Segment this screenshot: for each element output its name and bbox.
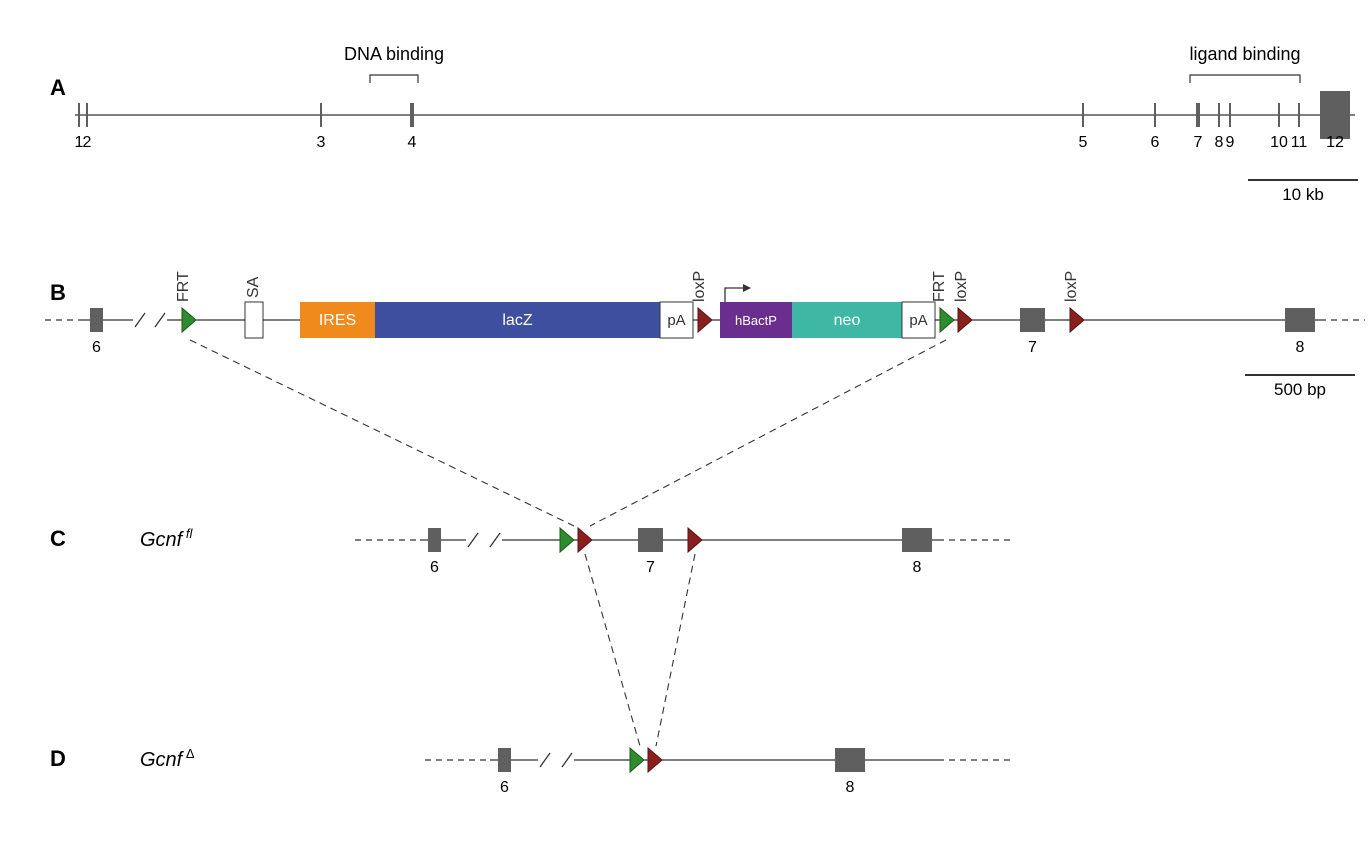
- svg-text:FRT: FRT: [175, 271, 192, 302]
- svg-text:12: 12: [1326, 134, 1344, 151]
- svg-text:pA: pA: [667, 312, 685, 329]
- svg-text:11: 11: [1291, 134, 1308, 151]
- svg-text:hBactP: hBactP: [735, 313, 777, 328]
- svg-text:6: 6: [430, 559, 439, 576]
- svg-text:IRES: IRES: [319, 312, 356, 329]
- svg-text:DNA binding: DNA binding: [344, 44, 444, 64]
- svg-text:loxP: loxP: [953, 271, 970, 302]
- svg-text:loxP: loxP: [691, 271, 708, 302]
- svg-text:10 kb: 10 kb: [1282, 185, 1324, 204]
- svg-text:10: 10: [1270, 134, 1288, 151]
- svg-text:3: 3: [317, 134, 326, 151]
- svg-text:neo: neo: [834, 312, 861, 329]
- svg-text:6: 6: [500, 779, 509, 796]
- panel-d-label: D: [50, 746, 66, 771]
- svg-text:FRT: FRT: [931, 271, 948, 302]
- allele-gcnf-delta: Gcnf Δ: [140, 746, 195, 771]
- svg-text:8: 8: [846, 779, 855, 796]
- svg-text:pA: pA: [909, 312, 927, 329]
- panel-a-label: A: [50, 75, 66, 100]
- svg-text:5: 5: [1079, 134, 1088, 151]
- svg-text:2: 2: [83, 134, 92, 151]
- svg-text:SA: SA: [245, 276, 262, 298]
- panel-c-label: C: [50, 526, 66, 551]
- svg-text:4: 4: [408, 134, 417, 151]
- svg-text:7: 7: [646, 559, 655, 576]
- svg-text:8: 8: [913, 559, 922, 576]
- svg-text:lacZ: lacZ: [502, 312, 532, 329]
- svg-text:8: 8: [1215, 134, 1224, 151]
- svg-text:6: 6: [1151, 134, 1160, 151]
- svg-text:loxP: loxP: [1063, 271, 1080, 302]
- svg-text:7: 7: [1028, 339, 1037, 356]
- allele-gcnf-fl: Gcnf fl: [140, 526, 193, 551]
- svg-text:9: 9: [1226, 134, 1235, 151]
- svg-text:ligand binding: ligand binding: [1189, 44, 1300, 64]
- panel-b-label: B: [50, 280, 66, 305]
- svg-text:8: 8: [1296, 339, 1305, 356]
- svg-text:7: 7: [1194, 134, 1203, 151]
- svg-text:500 bp: 500 bp: [1274, 380, 1326, 399]
- svg-text:6: 6: [92, 339, 101, 356]
